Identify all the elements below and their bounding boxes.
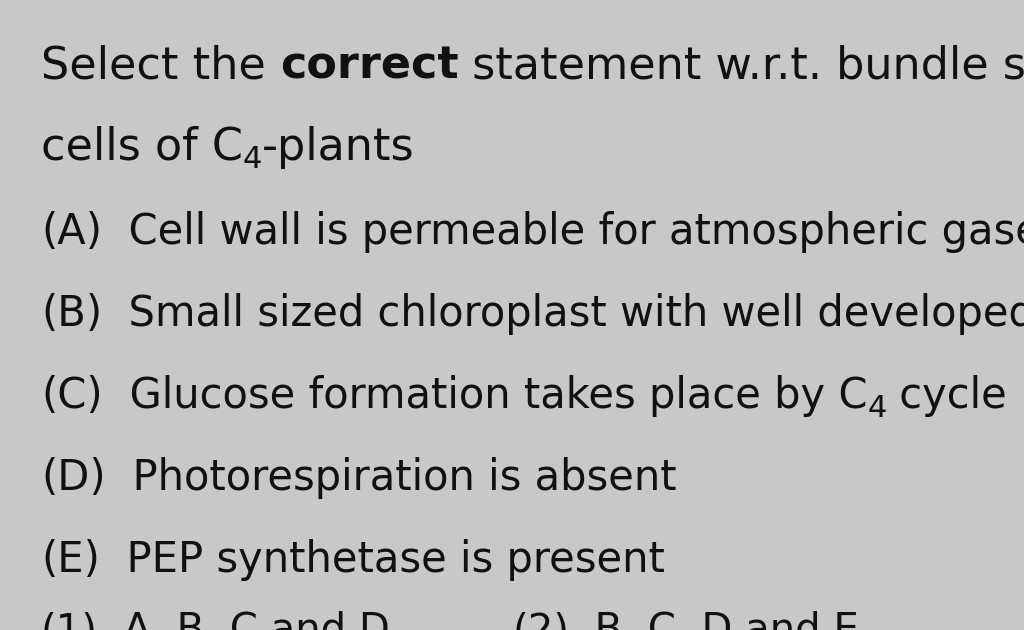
Text: (D): (D) [41, 457, 105, 499]
Text: B, C, D and E: B, C, D and E [569, 611, 859, 630]
Text: (C): (C) [41, 375, 102, 417]
Text: A, B, C and D: A, B, C and D [98, 611, 390, 630]
Text: correct: correct [280, 44, 459, 87]
Text: Glucose formation takes place by C: Glucose formation takes place by C [102, 375, 867, 417]
Text: 4: 4 [867, 394, 887, 423]
Text: 4: 4 [243, 145, 262, 174]
Text: (1): (1) [41, 611, 98, 630]
Text: (2): (2) [512, 611, 569, 630]
Text: (A): (A) [41, 211, 102, 253]
Text: Small sized chloroplast with well developed grana: Small sized chloroplast with well develo… [102, 293, 1024, 335]
Text: (E): (E) [41, 539, 99, 581]
Text: Photorespiration is absent: Photorespiration is absent [105, 457, 676, 499]
Text: (B): (B) [41, 293, 102, 335]
Text: Select the: Select the [41, 44, 280, 87]
Text: -plants: -plants [262, 126, 415, 169]
Text: PEP synthetase is present: PEP synthetase is present [99, 539, 665, 581]
Text: cycle: cycle [887, 375, 1008, 417]
Text: Cell wall is permeable for atmospheric gases: Cell wall is permeable for atmospheric g… [102, 211, 1024, 253]
Text: cells of C: cells of C [41, 126, 243, 169]
Text: statement w.r.t. bundle sheath: statement w.r.t. bundle sheath [459, 44, 1024, 87]
